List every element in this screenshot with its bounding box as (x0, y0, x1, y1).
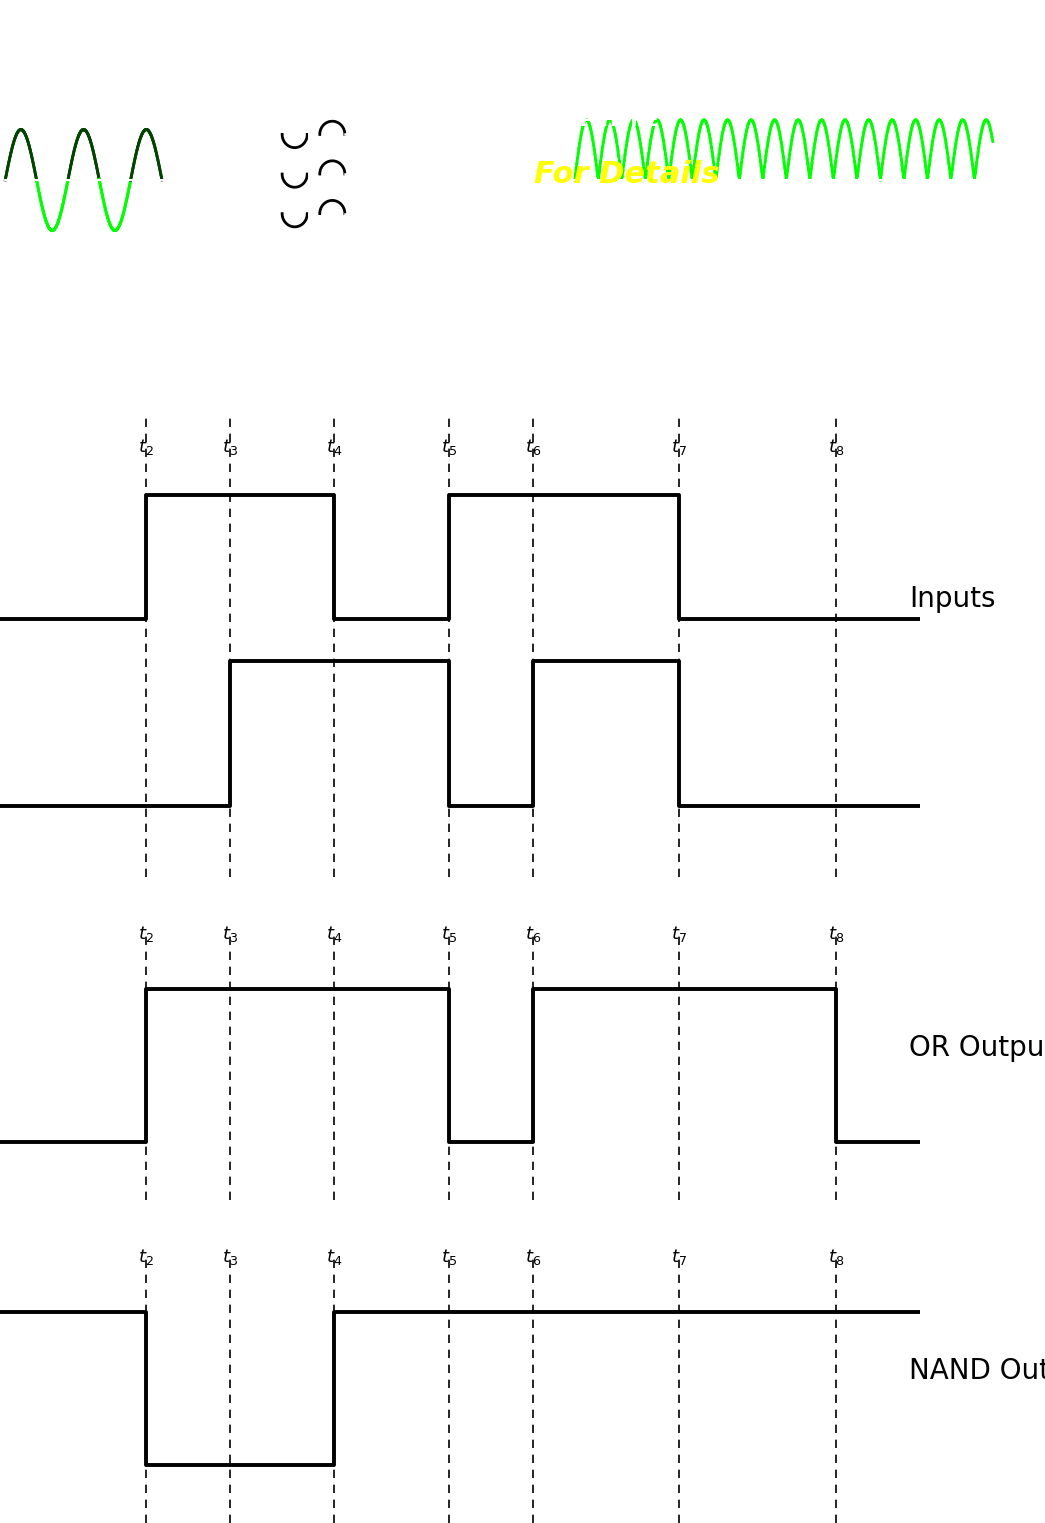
Text: $t_2$: $t_2$ (138, 923, 155, 944)
Text: R: R (496, 168, 507, 181)
Text: $t_3$: $t_3$ (222, 923, 238, 944)
Text: $t_3$: $t_3$ (222, 437, 238, 457)
Text: $t_8$: $t_8$ (828, 437, 844, 457)
Text: $t_7$: $t_7$ (671, 1246, 688, 1267)
Text: t: t (169, 195, 175, 210)
Text: $t_8$: $t_8$ (828, 923, 844, 944)
Text: $t_2$: $t_2$ (138, 437, 155, 457)
Bar (488, 126, 515, 222)
Text: D₂: D₂ (347, 228, 364, 244)
Text: $t_8$: $t_8$ (828, 1246, 844, 1267)
Text: TAP HERE: TAP HERE (553, 111, 659, 129)
Text: $t_6$: $t_6$ (525, 923, 541, 944)
Text: Inputs: Inputs (909, 585, 996, 612)
Text: $t_6$: $t_6$ (525, 1246, 541, 1267)
Text: U: U (566, 96, 578, 111)
Text: $t_4$: $t_4$ (326, 437, 343, 457)
Text: D₁: D₁ (407, 99, 423, 113)
Text: $t_7$: $t_7$ (671, 923, 688, 944)
Text: t: t (1014, 195, 1019, 210)
Text: $t_3$: $t_3$ (222, 1246, 238, 1267)
Text: $t_5$: $t_5$ (441, 923, 458, 944)
Text: NAND Output: NAND Output (909, 1357, 1045, 1384)
Text: $t_2$: $t_2$ (138, 1246, 155, 1267)
Text: $t_4$: $t_4$ (326, 1246, 343, 1267)
Text: For Details: For Details (534, 160, 720, 189)
Text: OR Output: OR Output (909, 1034, 1045, 1062)
Text: $t_5$: $t_5$ (441, 1246, 458, 1267)
Text: $t_4$: $t_4$ (326, 923, 343, 944)
Text: $t_6$: $t_6$ (525, 437, 541, 457)
Text: $t_5$: $t_5$ (441, 437, 458, 457)
Text: $t_7$: $t_7$ (671, 437, 688, 457)
